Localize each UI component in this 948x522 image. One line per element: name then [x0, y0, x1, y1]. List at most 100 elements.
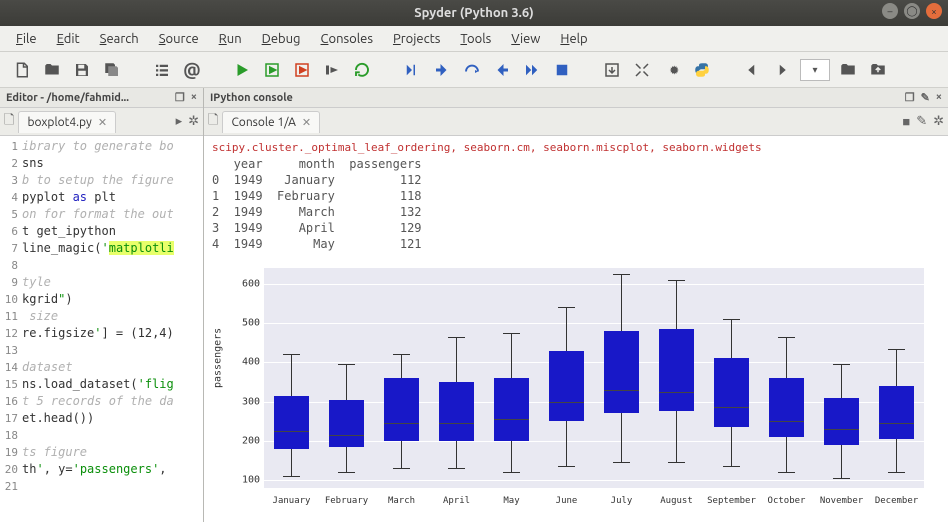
- preferences-icon[interactable]: [660, 58, 684, 82]
- parent-dir-icon[interactable]: [866, 58, 890, 82]
- box-january: [274, 396, 310, 449]
- window-buttons: – ◯ ×: [882, 3, 942, 19]
- at-icon[interactable]: @: [180, 58, 204, 82]
- editor-pane: Editor - /home/fahmid... ❐ × 🗋 boxplot4.…: [0, 88, 204, 522]
- tab-options-icon[interactable]: ✲: [188, 114, 199, 129]
- y-tick-label: 200: [234, 435, 260, 446]
- box-august: [659, 329, 695, 412]
- x-tick-label: August: [660, 496, 693, 506]
- x-tick-label: February: [325, 496, 368, 506]
- editor-tab[interactable]: boxplot4.py ✕: [18, 111, 116, 133]
- open-folder-icon[interactable]: [40, 58, 64, 82]
- x-tick-label: November: [820, 496, 863, 506]
- pane-undock-icon[interactable]: ❐: [905, 91, 915, 104]
- plot-area: [264, 268, 924, 488]
- x-tick-label: July: [611, 496, 633, 506]
- maximize-pane-icon[interactable]: [630, 58, 654, 82]
- window-title: Spyder (Python 3.6): [414, 6, 533, 20]
- menu-help[interactable]: Help: [552, 30, 595, 48]
- step-over-icon[interactable]: [460, 58, 484, 82]
- run-selection-icon[interactable]: [320, 58, 344, 82]
- cwd-dropdown[interactable]: ▾: [800, 59, 830, 81]
- menu-debug[interactable]: Debug: [254, 30, 309, 48]
- menu-run[interactable]: Run: [211, 30, 250, 48]
- console-tabs: 🗋 Console 1/A ✕ ■ ✎ ✲: [204, 108, 948, 136]
- back-icon[interactable]: [740, 58, 764, 82]
- console-pane-title-text: IPython console: [210, 92, 293, 104]
- pane-undock-icon[interactable]: ❐: [175, 91, 185, 104]
- interrupt-icon[interactable]: ■: [902, 114, 910, 129]
- toolbar: @ ▾: [0, 52, 948, 88]
- list-icon[interactable]: [150, 58, 174, 82]
- y-tick-label: 600: [234, 278, 260, 289]
- pane-options-icon[interactable]: ✎: [921, 91, 930, 104]
- menu-view[interactable]: View: [503, 30, 548, 48]
- save-all-icon[interactable]: [100, 58, 124, 82]
- continue-icon[interactable]: [520, 58, 544, 82]
- import-icon[interactable]: [600, 58, 624, 82]
- box-may: [494, 378, 530, 441]
- x-tick-label: April: [443, 496, 470, 506]
- pane-close-icon[interactable]: ×: [936, 91, 942, 104]
- box-september: [714, 358, 750, 427]
- menu-file[interactable]: File: [8, 30, 45, 48]
- run-icon[interactable]: [230, 58, 254, 82]
- x-tick-label: May: [503, 496, 519, 506]
- x-tick-label: June: [556, 496, 578, 506]
- menu-projects[interactable]: Projects: [385, 30, 448, 48]
- x-tick-label: March: [388, 496, 415, 506]
- code-editor[interactable]: 123456789101112131415161718192021 ibrary…: [0, 136, 203, 522]
- close-tab-icon[interactable]: ✕: [98, 116, 107, 129]
- step-into-icon[interactable]: [430, 58, 454, 82]
- titlebar: Spyder (Python 3.6) – ◯ ×: [0, 0, 948, 26]
- box-june: [549, 351, 585, 422]
- clear-icon[interactable]: ✎: [916, 114, 927, 129]
- run-cell-icon[interactable]: [260, 58, 284, 82]
- console-warning-text: scipy.cluster._optimal_leaf_ordering, se…: [212, 140, 940, 156]
- menu-source[interactable]: Source: [151, 30, 207, 48]
- step-out-icon[interactable]: [490, 58, 514, 82]
- forward-icon[interactable]: [770, 58, 794, 82]
- console-pane: IPython console ❐ ✎ × 🗋 Console 1/A ✕ ■ …: [204, 88, 948, 522]
- box-november: [824, 398, 860, 445]
- save-icon[interactable]: [70, 58, 94, 82]
- editor-pane-title-text: Editor - /home/fahmid...: [6, 92, 129, 104]
- console-pane-title: IPython console ❐ ✎ ×: [204, 88, 948, 108]
- editor-pane-title: Editor - /home/fahmid... ❐ ×: [0, 88, 203, 108]
- close-tab-icon[interactable]: ✕: [302, 116, 311, 129]
- python-path-icon[interactable]: [690, 58, 714, 82]
- console-tab-label: Console 1/A: [231, 116, 295, 129]
- menu-consoles[interactable]: Consoles: [313, 30, 381, 48]
- x-tick-label: September: [707, 496, 756, 506]
- y-tick-label: 500: [234, 318, 260, 329]
- dataframe-output: year month passengers 0 1949 January 112…: [212, 156, 940, 252]
- options-icon[interactable]: ✲: [933, 114, 944, 129]
- run-cell-advance-icon[interactable]: [290, 58, 314, 82]
- rerun-icon[interactable]: [350, 58, 374, 82]
- menu-edit[interactable]: Edit: [49, 30, 88, 48]
- maximize-button[interactable]: ◯: [904, 3, 920, 19]
- box-february: [329, 400, 365, 447]
- minimize-button[interactable]: –: [882, 3, 898, 19]
- boxplot-chart: passengers 100200300400500600JanuaryFebr…: [212, 258, 940, 518]
- pane-close-icon[interactable]: ×: [191, 91, 197, 104]
- y-tick-label: 400: [234, 357, 260, 368]
- box-march: [384, 378, 420, 441]
- close-button[interactable]: ×: [926, 3, 942, 19]
- box-july: [604, 331, 640, 414]
- stop-debug-icon[interactable]: [550, 58, 574, 82]
- y-tick-label: 100: [234, 475, 260, 486]
- debug-icon[interactable]: [400, 58, 424, 82]
- tab-nav-icon[interactable]: ▸: [176, 114, 183, 129]
- menu-search[interactable]: Search: [92, 30, 147, 48]
- console-output[interactable]: scipy.cluster._optimal_leaf_ordering, se…: [204, 136, 948, 522]
- editor-tab-label: boxplot4.py: [27, 116, 91, 129]
- box-april: [439, 382, 475, 441]
- browse-tabs-icon[interactable]: 🗋: [208, 111, 218, 133]
- console-tab[interactable]: Console 1/A ✕: [222, 111, 320, 133]
- browse-folder-icon[interactable]: [836, 58, 860, 82]
- new-file-icon[interactable]: [10, 58, 34, 82]
- menu-tools[interactable]: Tools: [452, 30, 499, 48]
- browse-tabs-icon[interactable]: 🗋: [4, 111, 14, 133]
- x-tick-label: December: [875, 496, 918, 506]
